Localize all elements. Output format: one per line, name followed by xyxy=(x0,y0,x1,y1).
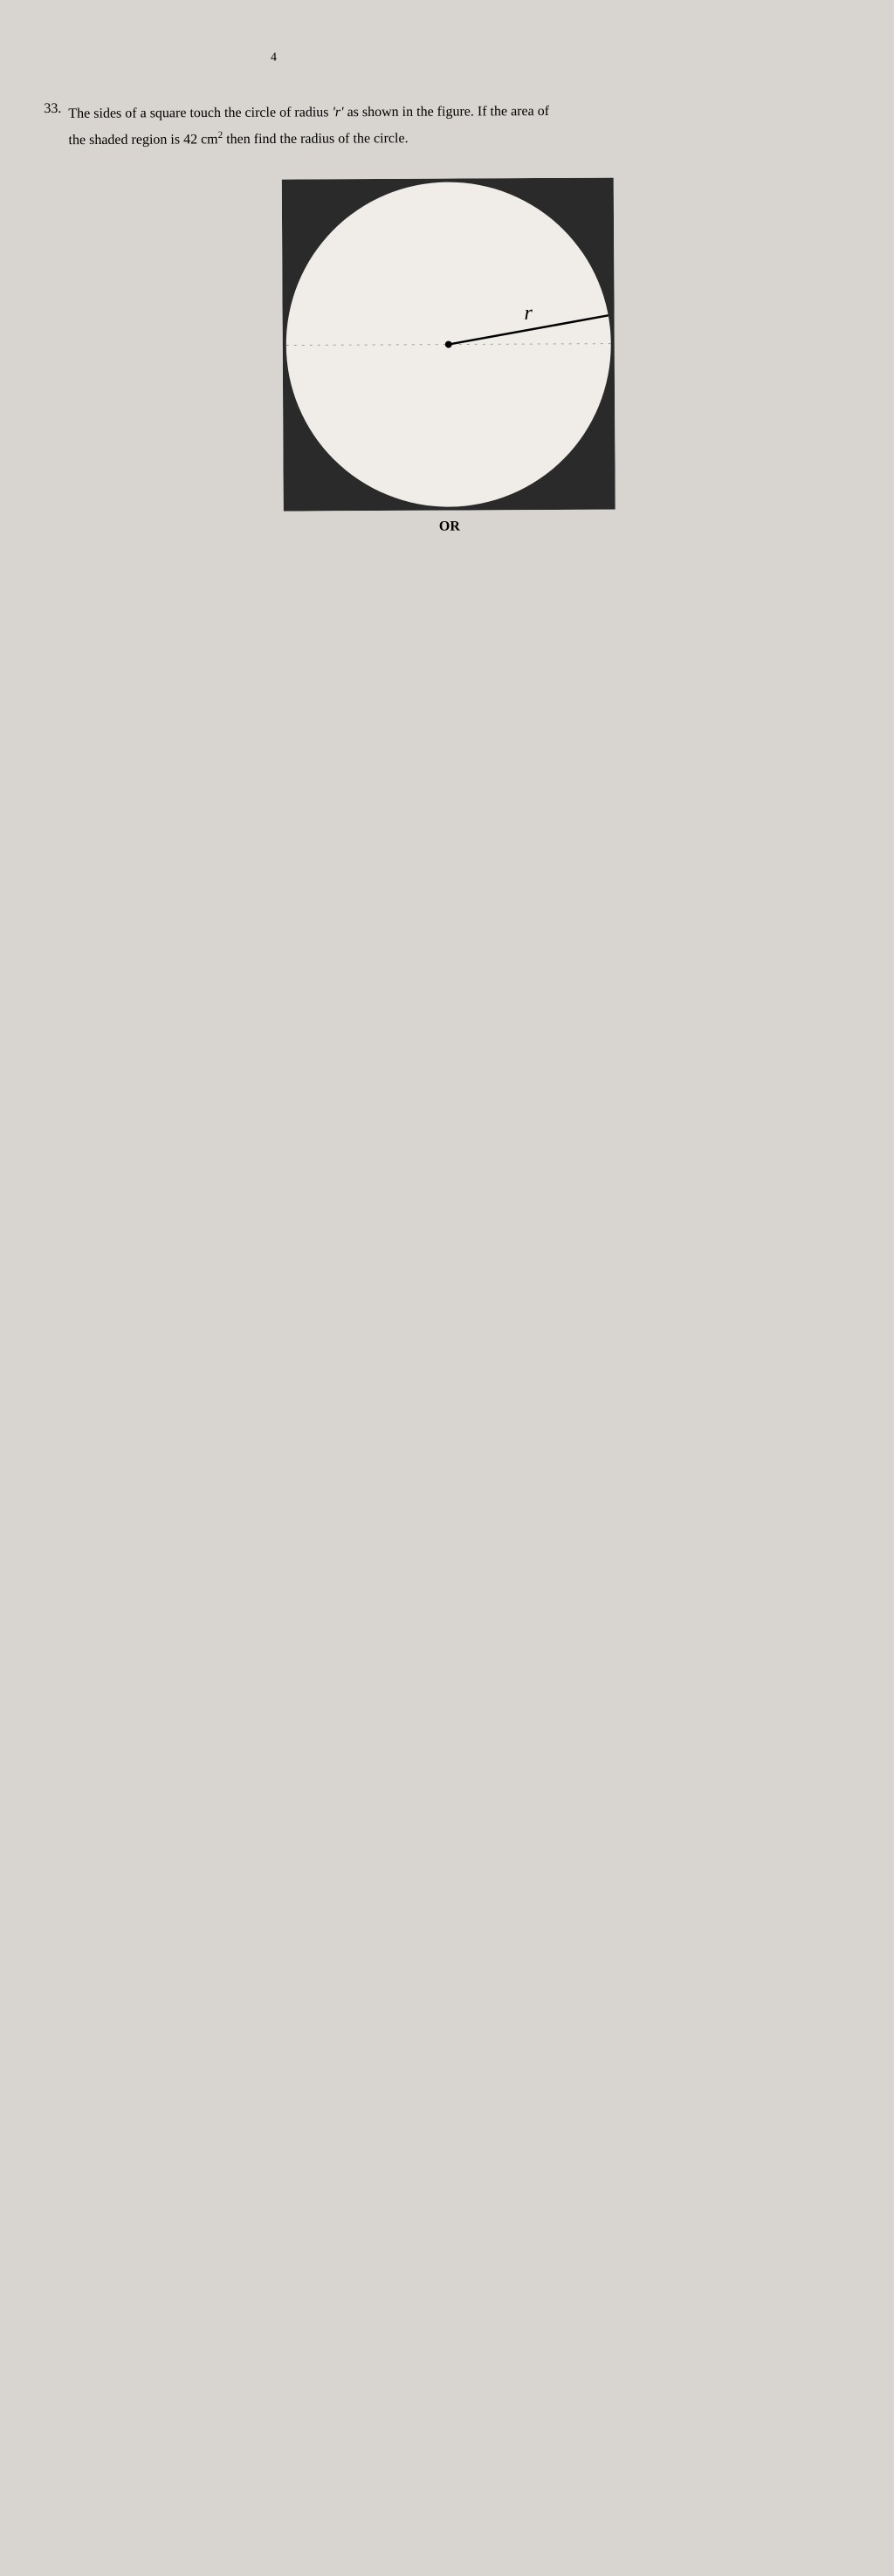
radius-label: r xyxy=(524,302,533,325)
q-text-part2a: the shaded region is xyxy=(68,133,183,148)
variable-r: 'r' xyxy=(332,105,343,120)
q-text-part1: The sides of a square touch the circle o… xyxy=(68,105,332,121)
q-text-part1b: as shown in the figure. If the area of xyxy=(344,104,550,120)
question-33: 33. The sides of a square touch the circ… xyxy=(44,97,850,155)
stray-mark: 4 xyxy=(271,48,850,65)
center-dot xyxy=(445,341,452,348)
question-number: 33. xyxy=(44,101,61,117)
q-text-part2b: then find the radius of the circle. xyxy=(223,132,408,148)
question-text: The sides of a square touch the circle o… xyxy=(68,99,549,155)
or-separator: OR xyxy=(46,517,853,537)
area-value: 42 cm xyxy=(183,133,218,148)
circle-in-square-figure: r xyxy=(282,178,615,512)
figure-container: r xyxy=(45,176,853,512)
